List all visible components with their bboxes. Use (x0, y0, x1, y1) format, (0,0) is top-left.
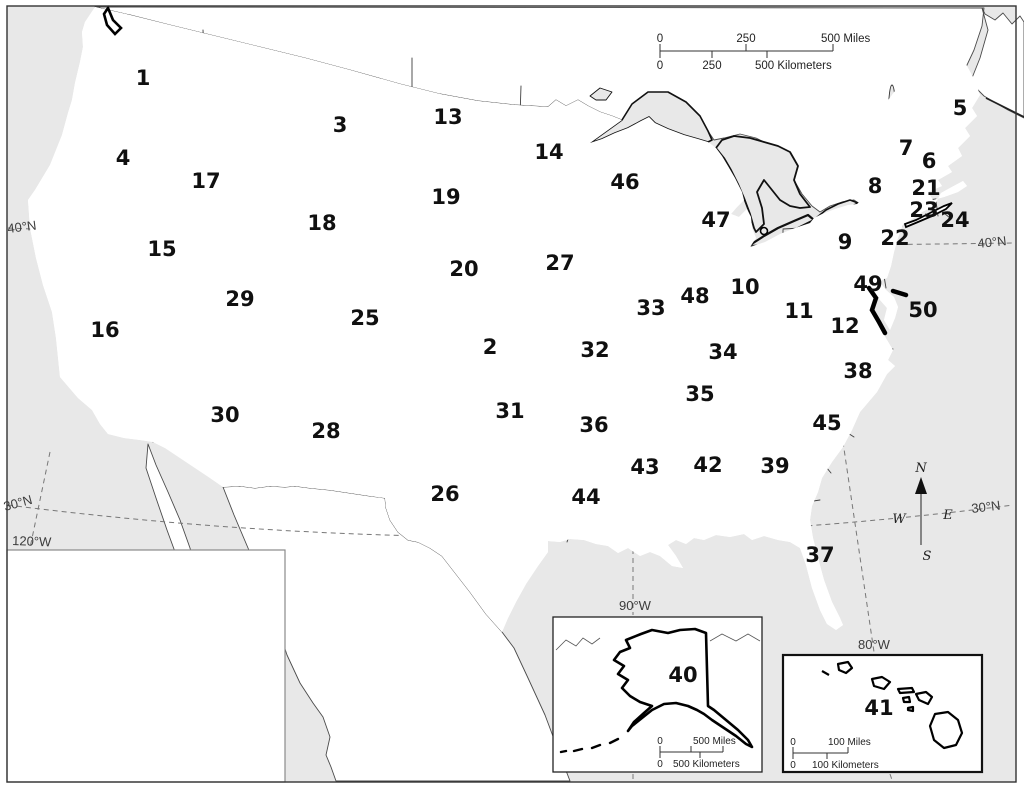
state-number-36: 36 (579, 413, 608, 437)
state-number-25: 25 (350, 306, 379, 330)
scale-miles-end: 500 Miles (821, 33, 870, 45)
state-number-4: 4 (116, 146, 131, 170)
state-number-35: 35 (685, 382, 714, 406)
state-number-39: 39 (760, 454, 789, 478)
long-island (903, 202, 953, 229)
state-number-23: 23 (909, 198, 938, 222)
state-number-30: 30 (210, 403, 239, 427)
state-number-12: 12 (830, 314, 859, 338)
state-number-27: 27 (545, 251, 574, 275)
hawaii-islands (821, 660, 964, 750)
graticule-label-layer: 40°N 40°N 30°N 30°N 120°W 90°W 80°W (2, 218, 1007, 652)
hi-scale-km-zero: 0 (790, 760, 796, 771)
russia-coast (555, 637, 601, 651)
state-number-29: 29 (225, 287, 254, 311)
state-number-24: 24 (940, 208, 969, 232)
hawaii-scale-bar: 0 100 Miles 0 100 Kilometers (790, 737, 878, 771)
scale-km-end: 500 Kilometers (755, 60, 832, 72)
scale-km-mid: 250 (702, 60, 721, 72)
state-number-38: 38 (843, 359, 872, 383)
compass-north-label: N (914, 461, 927, 476)
graticule-label: 40°N (7, 218, 38, 236)
state-number-47: 47 (701, 208, 730, 232)
state-number-49: 49 (853, 272, 882, 296)
graticule-label: 120°W (12, 533, 52, 549)
state-number-37: 37 (805, 543, 834, 567)
state-number-6: 6 (922, 149, 937, 173)
bay-of-fundy-shore (985, 97, 1024, 118)
state-number-9: 9 (838, 230, 853, 254)
state-number-40: 40 (668, 663, 697, 687)
hi-scale-miles-end: 100 Miles (828, 737, 871, 748)
state-number-33: 33 (636, 296, 665, 320)
state-number-19: 19 (431, 185, 460, 209)
lake-of-the-woods (589, 87, 613, 101)
state-number-45: 45 (812, 411, 841, 435)
scale-miles-mid: 250 (736, 33, 755, 45)
graticule-label: 40°N (977, 233, 1007, 251)
state-number-3: 3 (333, 113, 348, 137)
state-number-41: 41 (864, 696, 893, 720)
state-number-18: 18 (307, 211, 336, 235)
ak-scale-miles-zero: 0 (657, 736, 663, 747)
lake-st-clair (759, 226, 769, 236)
scale-miles-zero: 0 (657, 33, 663, 45)
state-number-31: 31 (495, 399, 524, 423)
blank-corner-box (6, 549, 286, 783)
alaska-inset: 0 500 Miles 0 500 Kilometers (552, 616, 763, 773)
compass-west-label: W (892, 512, 907, 527)
state-number-10: 10 (730, 275, 759, 299)
state-number-46: 46 (610, 170, 639, 194)
state-number-21: 21 (911, 176, 940, 200)
state-number-14: 14 (534, 140, 563, 164)
graticule-label: 30°N (971, 498, 1002, 516)
scale-km-zero: 0 (657, 60, 663, 72)
ak-scale-miles-end: 500 Miles (693, 736, 736, 747)
state-number-44: 44 (571, 485, 600, 509)
state-number-1: 1 (136, 66, 151, 90)
state-number-16: 16 (90, 318, 119, 342)
graticule-label: 90°W (619, 598, 652, 613)
map-frame (6, 5, 1017, 783)
state-number-48: 48 (680, 284, 709, 308)
state-number-28: 28 (311, 419, 340, 443)
graticule-label: 30°N (2, 492, 34, 514)
state-number-32: 32 (580, 338, 609, 362)
alaska-scale-bar: 0 500 Miles 0 500 Kilometers (657, 736, 739, 770)
state-number-5: 5 (953, 96, 968, 120)
ak-scale-km-zero: 0 (657, 759, 663, 770)
state-number-13: 13 (433, 105, 462, 129)
state-number-15: 15 (147, 237, 176, 261)
compass-north-arrow (915, 477, 927, 494)
canada-coast (709, 633, 761, 642)
puget-sound (102, 5, 123, 36)
compass-rose: N E S W (892, 461, 953, 564)
scale-bar: 0 250 500 Miles 0 250 500 Kilometers (657, 33, 871, 72)
alaska-outline (612, 627, 754, 749)
state-number-43: 43 (630, 455, 659, 479)
state-number-8: 8 (868, 174, 883, 198)
state-number-26: 26 (430, 482, 459, 506)
chesapeake-bay (866, 285, 909, 336)
ak-scale-km-end: 500 Kilometers (673, 759, 740, 770)
compass-east-label: E (942, 508, 953, 523)
hi-scale-km-end: 100 Kilometers (812, 760, 879, 771)
state-number-34: 34 (708, 340, 737, 364)
lake-huron (715, 135, 811, 233)
state-number-22: 22 (880, 226, 909, 250)
graticule-label: 80°W (858, 637, 891, 652)
compass-south-label: S (923, 549, 932, 564)
aleutian-islands (559, 737, 620, 754)
hawaii-inset: 0 100 Miles 0 100 Kilometers (781, 653, 984, 774)
state-number-11: 11 (784, 299, 813, 323)
state-number-7: 7 (899, 136, 914, 160)
state-number-20: 20 (449, 257, 478, 281)
state-number-50: 50 (908, 298, 937, 322)
state-number-2: 2 (483, 335, 498, 359)
state-number-42: 42 (693, 453, 722, 477)
hi-scale-miles-zero: 0 (790, 737, 796, 748)
state-number-17: 17 (191, 169, 220, 193)
